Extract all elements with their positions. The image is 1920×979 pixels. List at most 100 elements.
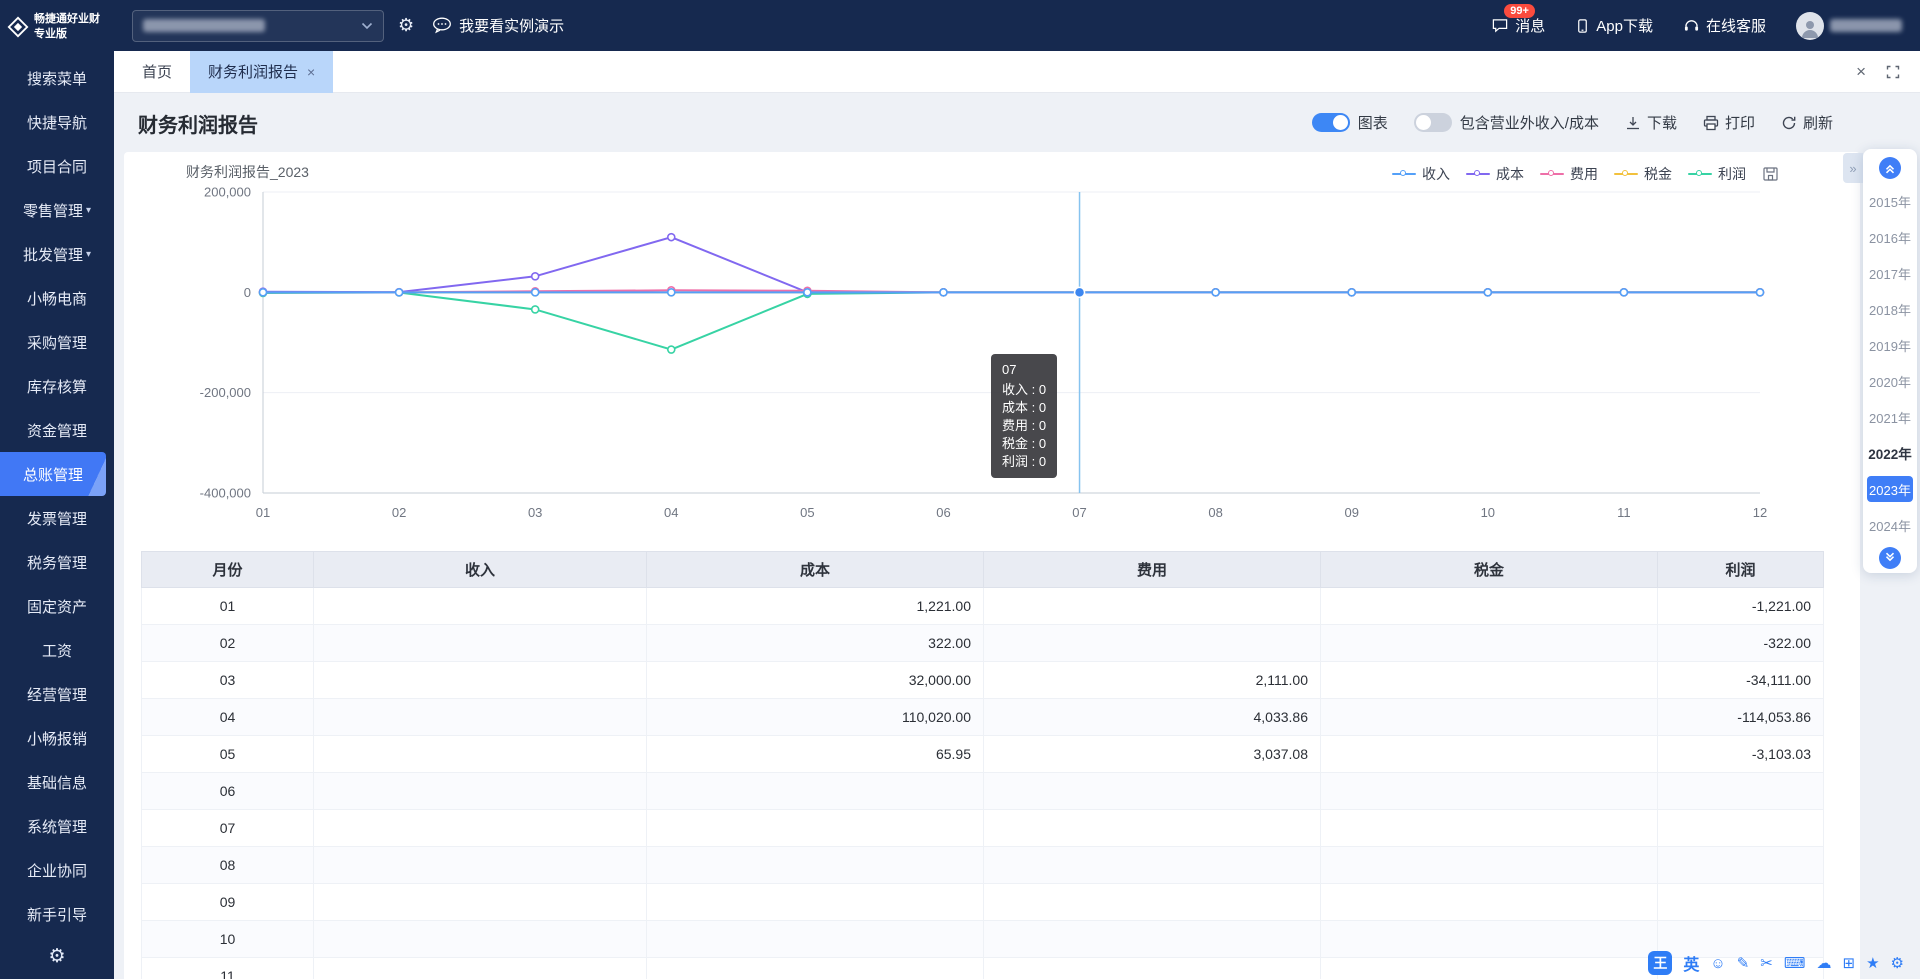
cloud-icon[interactable]: ☁ xyxy=(1816,954,1832,972)
star-icon[interactable]: ★ xyxy=(1866,954,1880,972)
save-image-icon[interactable] xyxy=(1762,166,1779,182)
year-item[interactable]: 2019年 xyxy=(1869,338,1911,354)
pencil-icon[interactable]: ✎ xyxy=(1736,954,1750,972)
svg-text:12: 12 xyxy=(1753,505,1767,520)
table-cell: 09 xyxy=(141,883,314,921)
sidebar-item[interactable]: 总账管理 xyxy=(0,452,106,496)
double-chevron-down-icon xyxy=(1885,552,1895,562)
scroll-years-up-button[interactable] xyxy=(1879,157,1901,179)
sidebar-item[interactable]: 税务管理 xyxy=(0,540,114,584)
svg-text:02: 02 xyxy=(392,505,406,520)
table-cell xyxy=(1320,809,1658,847)
sidebar-item[interactable]: 基础信息 xyxy=(0,760,114,804)
sidebar-item[interactable]: 系统管理 xyxy=(0,804,114,848)
grid-icon[interactable]: ⊞ xyxy=(1842,954,1856,972)
sidebar-item[interactable]: 工资 xyxy=(0,628,114,672)
settings-gear-icon[interactable]: ⚙ xyxy=(48,945,66,967)
sidebar-item-label: 零售管理 xyxy=(22,202,83,220)
nonoperating-toggle[interactable]: 包含营业外收入/成本 xyxy=(1413,112,1599,133)
avatar[interactable] xyxy=(1796,11,1824,40)
refresh-button[interactable]: 刷新 xyxy=(1781,112,1833,133)
sidebar-item[interactable]: 库存核算 xyxy=(0,364,114,408)
year-item[interactable]: 2021年 xyxy=(1869,410,1911,426)
legend-item[interactable]: 成本 xyxy=(1466,164,1524,184)
demo-label: 我要看实例演示 xyxy=(459,18,565,35)
scissors-icon[interactable]: ✂ xyxy=(1760,954,1773,972)
table-cell xyxy=(313,772,647,810)
sidebar-item[interactable]: 批发管理 ▾ xyxy=(0,232,114,276)
year-item[interactable]: 2024年 xyxy=(1869,518,1911,534)
year-item[interactable]: 2018年 xyxy=(1869,302,1911,318)
download-label: 下载 xyxy=(1646,115,1677,132)
close-icon[interactable]: × xyxy=(307,63,316,80)
app-download-button[interactable]: App下载 xyxy=(1575,15,1653,36)
chart-toggle-switch[interactable] xyxy=(1311,113,1350,132)
gear-icon[interactable]: ⚙ xyxy=(398,15,415,35)
sidebar-item[interactable]: 新手引导 xyxy=(0,892,114,933)
svg-text:05: 05 xyxy=(800,505,814,520)
scroll-years-down-button[interactable] xyxy=(1879,547,1901,569)
year-item[interactable]: 2022年 xyxy=(1868,447,1912,462)
year-item[interactable]: 2016年 xyxy=(1869,230,1911,246)
sidebar-item[interactable]: 小畅电商 xyxy=(0,276,114,320)
fullscreen-icon[interactable] xyxy=(1886,65,1900,79)
year-item[interactable]: 2023年 xyxy=(1867,476,1913,502)
sidebar-item[interactable]: 固定资产 xyxy=(0,584,114,628)
chart-toggle[interactable]: 图表 xyxy=(1311,112,1388,133)
org-select[interactable] xyxy=(132,9,384,42)
sidebar: 畅捷通好业财 专业版 搜索菜单 快捷导航 项目合同 零售管理 ▾ 批发管理 ▾ 小畅电商 采购管… xyxy=(0,0,114,979)
sidebar-item-label: 搜索菜单 xyxy=(26,70,87,88)
ime-language-toggle[interactable]: 英 xyxy=(1683,957,1700,974)
sidebar-item[interactable]: 发票管理 xyxy=(0,496,114,540)
table-cell: -322.00 xyxy=(1657,624,1824,662)
legend-item[interactable]: 费用 xyxy=(1540,164,1598,184)
table-cell xyxy=(1320,735,1658,773)
legend-mark-icon xyxy=(1466,170,1490,176)
year-item[interactable]: 2017年 xyxy=(1869,266,1911,282)
sidebar-item-label: 企业协同 xyxy=(26,862,87,880)
support-button[interactable]: 在线客服 xyxy=(1683,15,1766,36)
table-cell xyxy=(313,624,647,662)
sidebar-item[interactable]: 采购管理 xyxy=(0,320,114,364)
sidebar-item[interactable]: 快捷导航 xyxy=(0,100,114,144)
tab-item[interactable]: 首页 xyxy=(124,51,190,93)
demo-link[interactable]: 我要看实例演示 xyxy=(432,15,564,36)
ime-logo-icon[interactable]: 王 xyxy=(1648,951,1673,975)
table-cell xyxy=(983,846,1321,884)
close-all-tabs-icon[interactable]: × xyxy=(1856,62,1866,81)
collapse-panel-icon[interactable]: » xyxy=(1843,153,1863,183)
year-item[interactable]: 2020年 xyxy=(1869,374,1911,390)
sidebar-item-label: 小畅电商 xyxy=(26,290,87,308)
profit-line-chart[interactable]: 200,000 0 -200,000 -400,000 01 02 03 04 05 06 07 08… xyxy=(135,152,1835,550)
messages-button[interactable]: 99+ 消息 xyxy=(1491,4,1545,36)
sidebar-item[interactable]: 资金管理 xyxy=(0,408,114,452)
chart-area[interactable]: 财务利润报告_2023 200,000 0 -200,000 -400,000 01 02… xyxy=(135,152,1835,550)
sidebar-item[interactable]: 经营管理 xyxy=(0,672,114,716)
table-cell: 02 xyxy=(141,624,314,662)
legend-item[interactable]: 收入 xyxy=(1392,164,1450,184)
table-cell xyxy=(983,957,1321,979)
year-item[interactable]: 2015年 xyxy=(1869,194,1911,210)
sidebar-item[interactable]: 项目合同 xyxy=(0,144,114,188)
nonoperating-toggle-switch[interactable] xyxy=(1413,113,1452,132)
table-cell: 06 xyxy=(141,772,314,810)
sidebar-item-label: 库存核算 xyxy=(26,378,87,396)
gear-icon[interactable]: ⚙ xyxy=(1890,954,1904,972)
page-controls: 图表 包含营业外收入/成本 下载 打印 刷新 xyxy=(1311,93,1833,152)
message-icon xyxy=(1493,19,1508,33)
download-button[interactable]: 下载 xyxy=(1625,112,1677,133)
emoji-icon[interactable]: ☺ xyxy=(1710,954,1726,972)
svg-text:01: 01 xyxy=(256,505,270,520)
sidebar-item[interactable]: 搜索菜单 xyxy=(0,56,114,100)
keyboard-icon[interactable]: ⌨ xyxy=(1783,954,1806,972)
tab-active[interactable]: 财务利润报告 × xyxy=(190,50,334,93)
sidebar-item[interactable]: 企业协同 xyxy=(0,848,114,892)
user-menu[interactable] xyxy=(1796,11,1902,40)
sidebar-item[interactable]: 零售管理 ▾ xyxy=(0,188,114,232)
sidebar-item[interactable]: 小畅报销 xyxy=(0,716,114,760)
print-button[interactable]: 打印 xyxy=(1703,112,1755,133)
legend-label: 收入 xyxy=(1422,166,1450,182)
legend-item[interactable]: 税金 xyxy=(1614,164,1672,184)
sidebar-nav: 搜索菜单快捷导航 项目合同 零售管理 ▾ 批发管理 ▾ 小畅电商采购管理库存核算资金管理 总账… xyxy=(0,54,114,933)
legend-item[interactable]: 利润 xyxy=(1688,164,1746,184)
